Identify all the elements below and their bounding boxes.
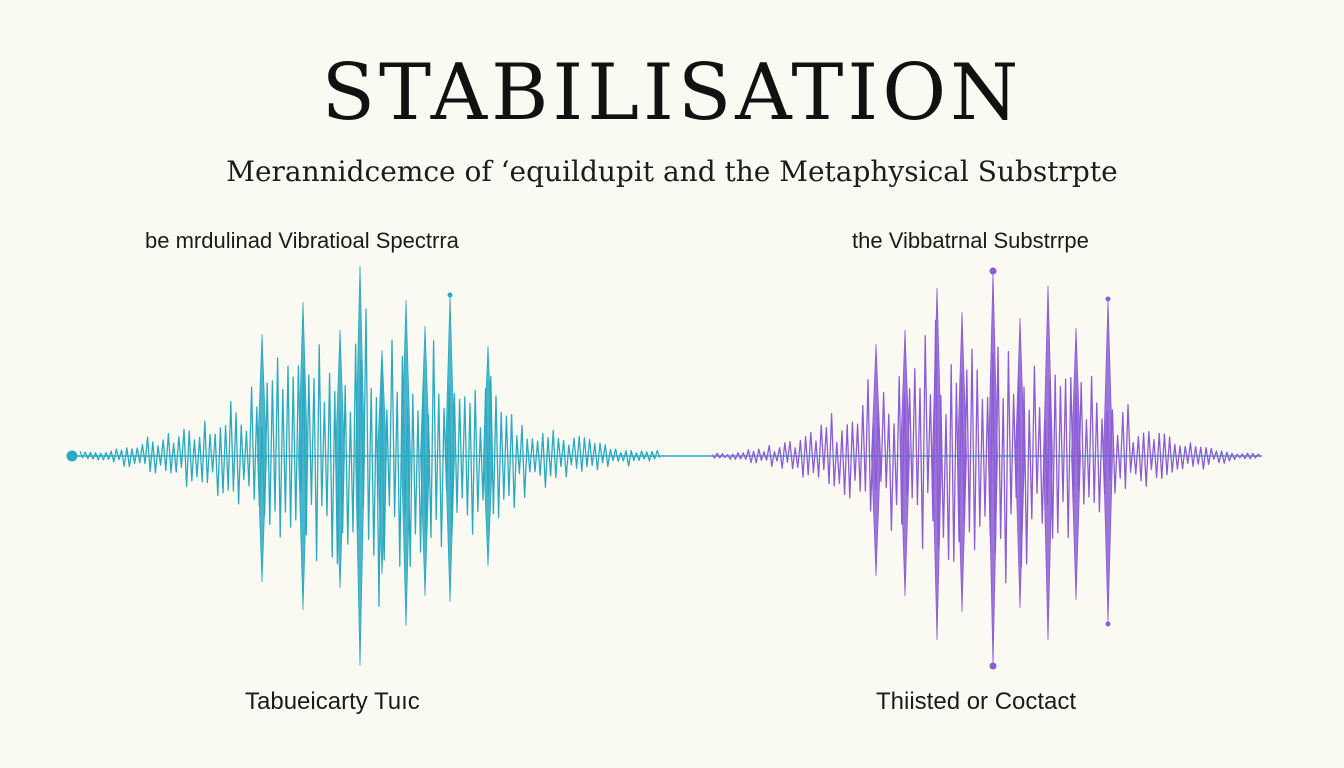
waveform-spike <box>445 295 455 603</box>
waveform-spike <box>355 265 365 667</box>
waveform-trace <box>711 319 1262 584</box>
right-waveform-trough-dot <box>1105 621 1111 627</box>
waveform-spike <box>1015 317 1025 609</box>
right-waveform-peak-dot <box>1105 296 1111 302</box>
right-waveform-top-dot <box>989 267 997 275</box>
waveform-spike <box>377 349 387 575</box>
left-waveform-top-label: be mrdulinad Vibratioal Spectrra <box>145 228 459 253</box>
waveform-spike <box>298 301 308 611</box>
page-title: STABILISATION <box>321 48 1023 138</box>
waveform-spike <box>900 329 910 597</box>
waveform-trace <box>79 308 661 607</box>
waveform-spike <box>335 329 345 589</box>
waveform-spike <box>957 311 967 613</box>
right-waveform-top-label: the Vibbatrnal Substrrpe <box>852 228 1089 253</box>
waveform-spike <box>1071 327 1081 601</box>
right-waveform-bottom-dot <box>989 662 997 670</box>
waveform-spike <box>401 299 411 627</box>
right-waveform-bottom-label: Thiisted or Coctact <box>876 688 1077 715</box>
waveform-spike <box>871 343 881 577</box>
page-subtitle: Merannidcemce of ʻequildupit and the Met… <box>226 155 1118 188</box>
right-waveform <box>711 271 1262 666</box>
waveform-spike <box>257 333 267 583</box>
left-waveform-bottom-label: Tabueicarty Tuıc <box>245 688 420 715</box>
waveform-spike <box>483 345 493 567</box>
left-waveform <box>79 265 661 667</box>
waveform-spike <box>1043 285 1053 641</box>
left-waveform-start-dot <box>66 450 78 462</box>
left-waveform-peak-dot <box>447 292 453 298</box>
waveform-spike <box>1103 299 1113 623</box>
waveform-spike <box>988 271 998 666</box>
waveform-spike <box>420 325 430 597</box>
waveform-spike <box>932 287 942 641</box>
